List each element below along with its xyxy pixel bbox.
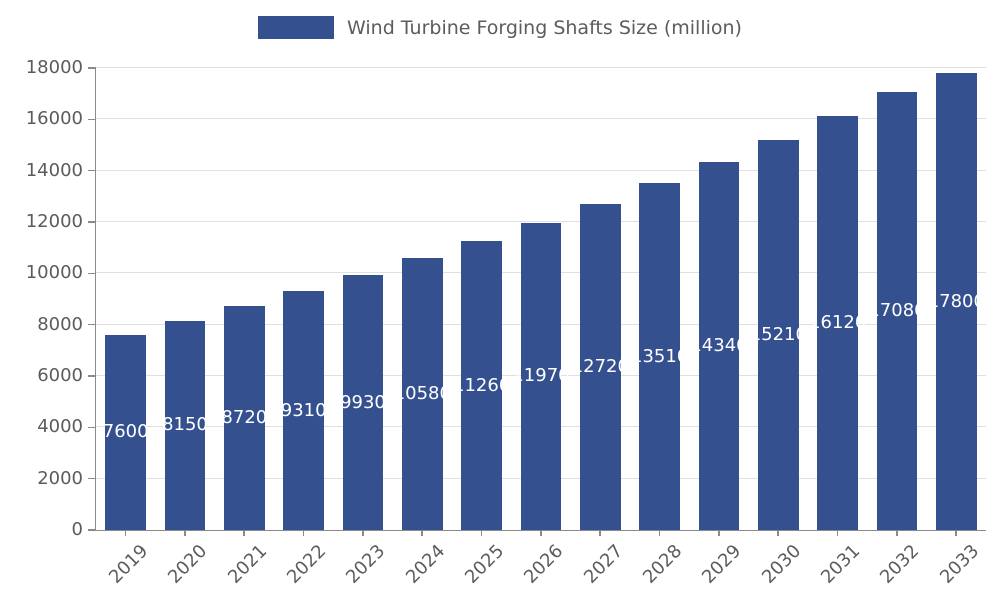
x-tick-mark xyxy=(540,531,542,536)
x-axis-tick-label: 2026 xyxy=(520,540,568,588)
x-tick-mark xyxy=(718,531,720,536)
bar-value-label: 13510 xyxy=(631,345,689,367)
x-axis-tick-label: 2027 xyxy=(579,540,627,588)
y-axis-tick-label: 14000 xyxy=(25,159,83,181)
y-axis-tick-label: 8000 xyxy=(37,313,83,335)
x-axis-tick-label: 2031 xyxy=(816,540,865,588)
x-tick-mark xyxy=(480,531,483,536)
bar-value-label: 17080 xyxy=(868,299,926,321)
y-tick-mark xyxy=(88,323,96,326)
bar-value-label: 7600 xyxy=(102,421,149,443)
bar-value-label: 8720 xyxy=(221,407,268,429)
bar-value-label: 8150 xyxy=(162,414,208,436)
x-axis-tick-label: 2021 xyxy=(223,540,271,588)
y-axis-tick-label: 16000 xyxy=(25,108,83,130)
legend: Wind Turbine Forging Shafts Size (millio… xyxy=(0,16,1000,39)
y-tick-mark xyxy=(88,426,96,429)
gridline xyxy=(96,67,986,68)
y-tick-mark xyxy=(88,221,96,223)
y-axis-tick-label: 6000 xyxy=(37,365,83,387)
bar-2024: 10580 xyxy=(394,258,451,530)
x-tick-mark xyxy=(896,531,898,536)
x-tick-mark xyxy=(777,531,779,536)
bar-value-label: 9310 xyxy=(280,399,327,421)
x-tick-mark xyxy=(599,531,601,536)
x-tick-mark xyxy=(955,531,957,536)
x-axis-tick-label: 2025 xyxy=(460,540,509,588)
bar-2025: 11260 xyxy=(453,241,510,530)
x-tick-mark xyxy=(658,531,661,536)
gridline xyxy=(96,221,986,223)
x-axis-tick-label: 2028 xyxy=(638,540,687,588)
gridline xyxy=(96,169,986,171)
bar-2033: 17800 xyxy=(928,73,985,530)
y-axis-tick-label: 10000 xyxy=(25,262,83,284)
x-axis-tick-label: 2030 xyxy=(757,540,805,588)
bar-value-label: 10580 xyxy=(393,383,451,405)
bar-value-label: 9930 xyxy=(340,391,386,413)
x-axis-tick-label: 2029 xyxy=(698,540,746,588)
gridline xyxy=(96,118,986,120)
x-axis-tick-label: 2019 xyxy=(104,540,153,588)
y-axis-tick-label: 0 xyxy=(71,519,83,540)
bar-2022: 9310 xyxy=(281,291,327,530)
bar-value-label: 17800 xyxy=(927,290,985,312)
x-tick-mark xyxy=(362,531,364,536)
bar-2028: 13510 xyxy=(631,183,688,530)
x-tick-mark xyxy=(184,531,186,536)
bar-value-label: 12720 xyxy=(571,355,629,377)
legend-swatch xyxy=(258,16,335,39)
bar-value-label: 11260 xyxy=(453,374,511,396)
bar-2020: 8150 xyxy=(162,320,208,530)
x-tick-mark xyxy=(421,531,423,536)
bar-value-label: 11970 xyxy=(512,365,570,387)
x-axis-tick-label: 2023 xyxy=(342,540,390,588)
x-tick-mark xyxy=(124,531,127,536)
bar-2026: 11970 xyxy=(512,222,570,530)
bar-value-label: 14340 xyxy=(690,334,748,356)
plot-area: 7600 8150 8720 9310 9930 10580 11260 11970 12720… xyxy=(88,67,986,531)
bar-2030: 15210 xyxy=(750,139,807,530)
y-tick-mark xyxy=(88,477,96,480)
y-tick-mark xyxy=(88,375,96,377)
bar-2032: 17080 xyxy=(868,91,926,530)
bar-value-label: 16120 xyxy=(809,312,867,334)
bar-2031: 16120 xyxy=(809,116,866,530)
x-axis: 2019 2020 2021 2022 2023 2024 2025 2026 2027 2028… xyxy=(0,530,1000,600)
y-axis-tick-label: 12000 xyxy=(25,211,83,233)
y-axis-tick-label: 2000 xyxy=(37,467,83,489)
bar-value-label: 15210 xyxy=(749,323,807,345)
y-axis-tick-label: 4000 xyxy=(37,416,83,438)
x-tick-mark xyxy=(243,531,245,536)
y-tick-mark xyxy=(88,67,96,69)
y-tick-mark xyxy=(88,529,96,531)
bar-2019: 7600 xyxy=(103,334,149,530)
bar-2023: 9930 xyxy=(340,275,386,530)
x-axis-tick-label: 2024 xyxy=(401,540,449,588)
bar-2027: 12720 xyxy=(572,203,629,530)
y-tick-mark xyxy=(88,118,96,121)
y-tick-mark xyxy=(88,169,96,172)
x-tick-mark xyxy=(836,531,839,536)
bar-2029: 14340 xyxy=(690,161,748,530)
x-axis-tick-label: 2033 xyxy=(935,540,983,588)
x-axis-tick-label: 2022 xyxy=(282,540,331,588)
y-axis: 0 2000 4000 6000 8000 10000 12000 14000 16000 180… xyxy=(0,59,83,539)
bar-2021: 8720 xyxy=(221,306,268,530)
legend-label: Wind Turbine Forging Shafts Size (millio… xyxy=(347,16,742,39)
x-tick-mark xyxy=(302,531,305,536)
x-axis-tick-label: 2032 xyxy=(876,540,924,588)
y-axis-tick-label: 18000 xyxy=(25,57,83,78)
x-axis-tick-label: 2020 xyxy=(164,540,212,588)
y-tick-mark xyxy=(88,272,96,275)
